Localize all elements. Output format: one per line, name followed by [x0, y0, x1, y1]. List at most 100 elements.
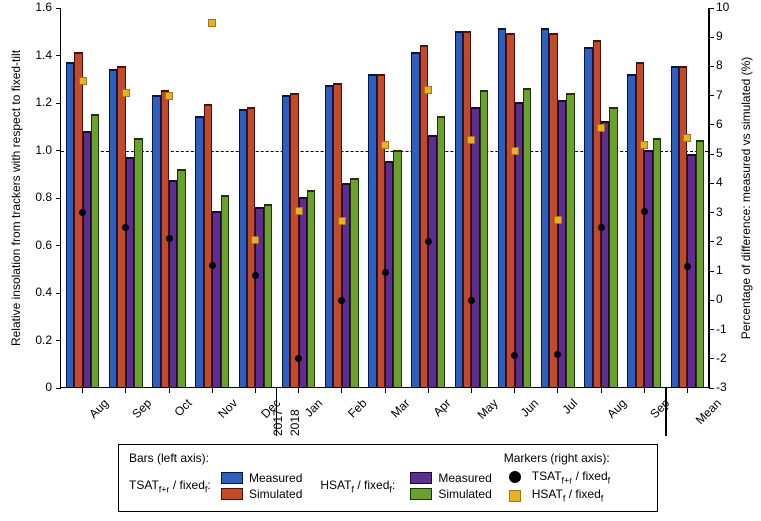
bar-HSAT_simulated	[307, 190, 315, 387]
legend-tsat-measured: Measured	[221, 471, 302, 485]
marker-HSAT_diff	[208, 19, 216, 27]
bar-HSAT_simulated	[696, 140, 704, 387]
bar-HSAT_measured	[471, 107, 479, 387]
marker-HSAT_diff	[424, 86, 432, 94]
marker-TSAT_diff	[598, 224, 605, 231]
ytick-left: 1.6	[22, 0, 52, 14]
legend-markers-title: Markers (right axis):	[504, 451, 647, 465]
bar-TSAT_simulated	[679, 66, 687, 387]
legend-bars-title: Bars (left axis):	[129, 451, 492, 465]
bar-TSAT_measured	[195, 116, 203, 387]
ytick-left: 0.6	[22, 238, 52, 252]
bar-TSAT_measured	[541, 28, 549, 387]
bar-HSAT_simulated	[350, 178, 358, 387]
marker-TSAT_diff	[641, 208, 648, 215]
ytick-right: 10	[716, 0, 729, 14]
bar-HSAT_measured	[342, 183, 350, 387]
ytick-right: -3	[716, 380, 727, 394]
plot-area	[60, 8, 708, 388]
ytick-right: -2	[716, 351, 727, 365]
legend-hsat-label: HSATf / fixedf:	[320, 478, 410, 494]
xtick-label: Apr	[431, 396, 454, 419]
bar-HSAT_simulated	[393, 150, 401, 388]
xtick-label: May	[475, 396, 501, 422]
bar-HSAT_measured	[212, 211, 220, 387]
xtick-label: Aug	[86, 396, 111, 421]
ytick-right: 0	[716, 292, 723, 306]
legend-marker-tsat: TSATf+r / fixedf	[504, 469, 647, 485]
marker-TSAT_diff	[252, 272, 259, 279]
bar-TSAT_measured	[66, 62, 74, 387]
ylabel-right: Percentage of difference: measured vs si…	[739, 57, 753, 340]
xtick-label: Feb	[345, 396, 370, 421]
bar-HSAT_measured	[687, 154, 695, 387]
ytick-left: 0.8	[22, 190, 52, 204]
year-label-2017: 2017	[271, 409, 285, 436]
marker-TSAT_diff	[382, 269, 389, 276]
bar-HSAT_simulated	[177, 169, 185, 388]
bar-HSAT_simulated	[653, 138, 661, 387]
chart-container: { "chart": { "type": "grouped-bar-dual-a…	[0, 0, 761, 521]
bar-TSAT_simulated	[463, 31, 471, 387]
marker-TSAT_diff	[468, 297, 475, 304]
ytick-right: 6	[716, 117, 723, 131]
marker-HSAT_diff	[295, 207, 303, 215]
ytick-right: -1	[716, 322, 727, 336]
marker-HSAT_diff	[122, 89, 130, 97]
bar-TSAT_simulated	[333, 83, 341, 387]
xtick-label: Jul	[559, 396, 580, 417]
marker-HSAT_diff	[338, 217, 346, 225]
bar-TSAT_measured	[498, 28, 506, 387]
ylabel-left: Relative insolation from trackers with r…	[9, 50, 23, 346]
xtick-label: Jun	[517, 396, 541, 420]
xtick-label: Jan	[301, 396, 325, 420]
bar-TSAT_measured	[282, 95, 290, 387]
marker-HSAT_diff	[683, 134, 691, 142]
bar-HSAT_measured	[126, 157, 134, 387]
bar-HSAT_measured	[558, 100, 566, 387]
bar-HSAT_measured	[644, 150, 652, 388]
marker-HSAT_diff	[597, 124, 605, 132]
marker-HSAT_diff	[467, 136, 475, 144]
bar-HSAT_simulated	[437, 116, 445, 387]
bar-TSAT_measured	[584, 47, 592, 387]
legend-marker-hsat: HSATf / fixedf	[504, 487, 647, 503]
bar-HSAT_measured	[83, 131, 91, 388]
xtick-label: Mar	[388, 396, 413, 421]
ytick-right: 9	[716, 29, 723, 43]
bar-TSAT_simulated	[549, 33, 557, 387]
bar-TSAT_simulated	[506, 33, 514, 387]
bar-TSAT_simulated	[204, 104, 212, 387]
bar-TSAT_simulated	[74, 52, 82, 387]
bar-HSAT_simulated	[480, 90, 488, 387]
ytick-right: 5	[716, 146, 723, 160]
legend-tsat-simulated: Simulated	[221, 487, 302, 501]
xtick-label: Sep	[129, 396, 154, 421]
ytick-right: 3	[716, 205, 723, 219]
xtick-label: Mean	[693, 396, 724, 427]
marker-TSAT_diff	[166, 235, 173, 242]
xtick-label: Aug	[604, 396, 629, 421]
ytick-left: 1.4	[22, 48, 52, 62]
bar-TSAT_measured	[325, 85, 333, 387]
bar-TSAT_simulated	[420, 45, 428, 387]
marker-HSAT_diff	[79, 77, 87, 85]
marker-TSAT_diff	[209, 262, 216, 269]
bar-HSAT_simulated	[523, 88, 531, 387]
bar-HSAT_simulated	[221, 195, 229, 387]
bar-TSAT_measured	[152, 95, 160, 387]
bar-HSAT_measured	[515, 102, 523, 387]
legend-hsat-simulated: Simulated	[410, 487, 491, 501]
bar-TSAT_simulated	[377, 74, 385, 388]
bar-TSAT_measured	[627, 74, 635, 388]
bar-HSAT_measured	[169, 180, 177, 387]
bar-TSAT_measured	[368, 74, 376, 388]
bar-TSAT_measured	[671, 66, 679, 387]
marker-HSAT_diff	[165, 92, 173, 100]
bar-TSAT_measured	[455, 31, 463, 387]
bar-HSAT_simulated	[91, 114, 99, 387]
ytick-right: 2	[716, 234, 723, 248]
xtick-label: Sep	[647, 396, 672, 421]
marker-HSAT_diff	[554, 216, 562, 224]
ytick-right: 4	[716, 175, 723, 189]
